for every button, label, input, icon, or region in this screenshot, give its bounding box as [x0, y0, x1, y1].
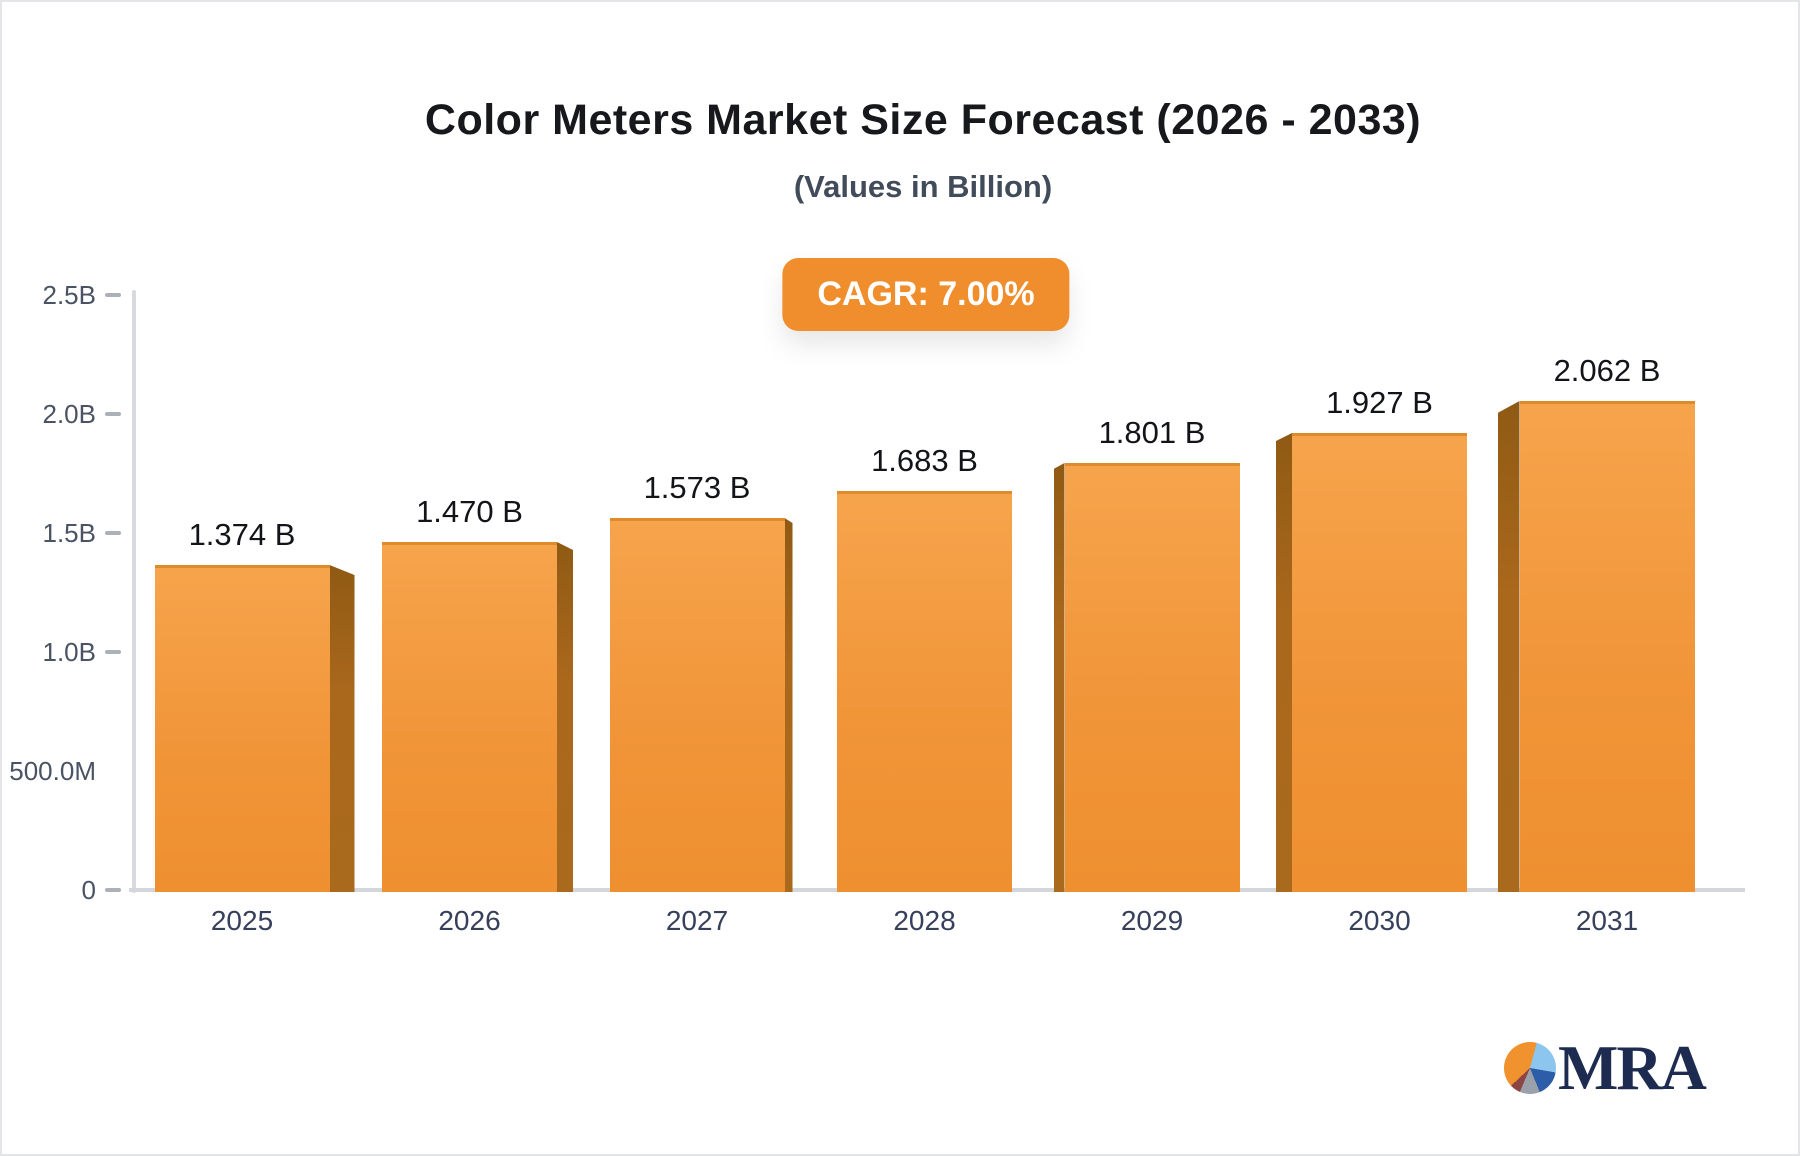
bar-value-label: 1.374 B: [188, 517, 296, 552]
bar-value-label: 1.927 B: [1326, 385, 1433, 420]
bar-value-label: 2.062 B: [1553, 353, 1661, 388]
bar-side-face-2031: [1497, 401, 1520, 892]
bar-2029: [1064, 463, 1240, 892]
bar-value-label: 1.470 B: [416, 494, 523, 529]
x-axis-category-label: 2026: [438, 905, 501, 936]
y-axis-tick-label: 2.5B: [42, 280, 97, 310]
y-axis-tick-mark: [105, 531, 121, 535]
bar-2031: [1519, 401, 1695, 892]
x-axis-category-label: 2030: [1348, 905, 1411, 936]
cagr-badge: CAGR: 7.00%: [782, 258, 1070, 331]
y-axis-tick-mark: [105, 888, 121, 892]
y-axis-tick-label: 2.0B: [42, 399, 97, 429]
bar-value-label: 1.573 B: [643, 470, 751, 505]
x-axis-category-label: 2025: [210, 905, 274, 936]
bar-value-label: 1.801 B: [1098, 415, 1206, 450]
chart-title: Color Meters Market Size Forecast (2026 …: [424, 96, 1422, 144]
bar-value-label: 1.683 B: [871, 443, 978, 478]
y-axis-tick-label: 500.0M: [9, 756, 96, 786]
pie-chart-icon: [1504, 1042, 1556, 1094]
bar-side-face-2030: [1276, 433, 1292, 892]
bar-2028: [837, 491, 1012, 892]
bar-2030: [1292, 433, 1467, 892]
logo-text: MRA: [1558, 1032, 1707, 1103]
y-axis-line: [132, 290, 136, 893]
y-axis-tick-label: 1.0B: [42, 637, 97, 667]
y-axis-tick-mark: [105, 650, 121, 654]
bar-side-face-2027: [784, 518, 793, 892]
bar-side-face-2026: [557, 542, 573, 892]
y-axis-tick-mark: [105, 293, 121, 297]
y-axis-tick-mark: [105, 412, 121, 416]
y-axis-tick-label: 0: [81, 875, 96, 905]
y-axis-tick-label: 1.5B: [42, 518, 97, 548]
x-axis-category-label: 2028: [893, 905, 956, 936]
bar-side-face-2025: [329, 565, 355, 892]
x-axis-category-label: 2031: [1575, 905, 1639, 936]
x-axis-category-label: 2027: [665, 905, 729, 936]
bar-2025: [154, 565, 330, 892]
bar-2026: [382, 542, 557, 892]
mra-logo: MRA: [1504, 1032, 1707, 1103]
bar-2027: [609, 518, 785, 892]
chart-subtitle: (Values in Billion): [793, 169, 1053, 204]
x-axis-category-label: 2029: [1120, 905, 1184, 936]
bar-side-face-2029: [1053, 463, 1065, 892]
